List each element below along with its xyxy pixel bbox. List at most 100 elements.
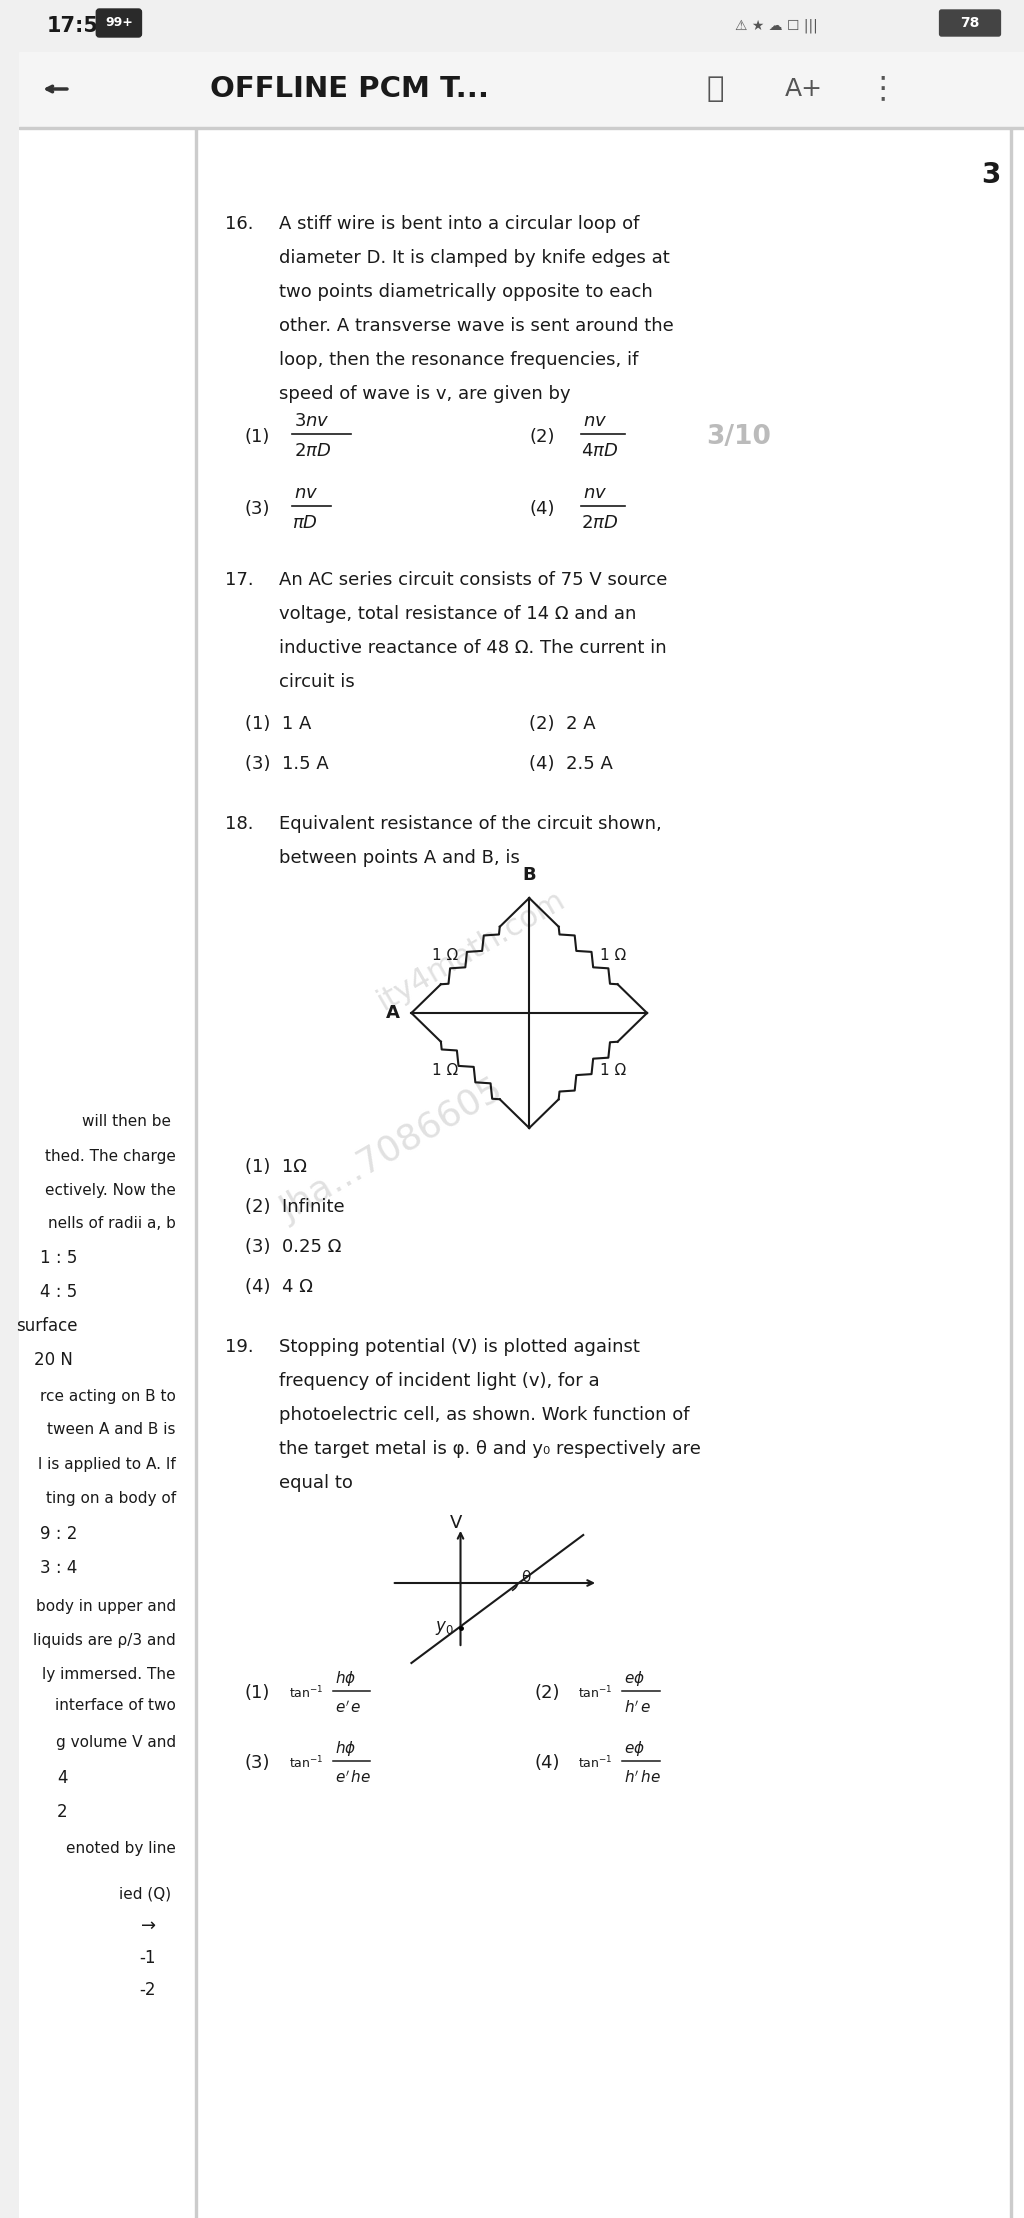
Text: (1)  1Ω: (1) 1Ω <box>245 1158 306 1176</box>
Text: ⌕: ⌕ <box>707 75 725 102</box>
Text: diameter D. It is clamped by knife edges at: diameter D. It is clamped by knife edges… <box>279 248 670 266</box>
Text: $nv$: $nv$ <box>294 484 317 501</box>
Text: the target metal is φ. θ and y₀ respectively are: the target metal is φ. θ and y₀ respecti… <box>279 1439 700 1457</box>
Text: 3/10: 3/10 <box>706 424 771 450</box>
Text: speed of wave is v, are given by: speed of wave is v, are given by <box>279 386 570 404</box>
Text: interface of two: interface of two <box>55 1699 176 1715</box>
Text: ⋮: ⋮ <box>867 75 898 104</box>
Text: 16.: 16. <box>225 215 253 233</box>
Text: ting on a body of: ting on a body of <box>46 1490 176 1506</box>
Text: 3 : 4: 3 : 4 <box>40 1559 78 1577</box>
FancyBboxPatch shape <box>940 11 1000 35</box>
Text: frequency of incident light (v), for a: frequency of incident light (v), for a <box>279 1373 599 1391</box>
Text: (3)  1.5 A: (3) 1.5 A <box>245 754 329 774</box>
Text: equal to: equal to <box>279 1475 353 1493</box>
Text: (1): (1) <box>245 428 270 446</box>
Bar <box>196 129 198 2218</box>
Text: $e\phi$: $e\phi$ <box>625 1739 645 1757</box>
Text: surface: surface <box>16 1317 78 1335</box>
Text: (4)  4 Ω: (4) 4 Ω <box>245 1278 312 1295</box>
Text: nells of radii a, b: nells of radii a, b <box>48 1215 176 1231</box>
Text: Equivalent resistance of the circuit shown,: Equivalent resistance of the circuit sho… <box>279 814 662 834</box>
Text: (4): (4) <box>535 1754 560 1772</box>
Text: (3): (3) <box>245 499 270 519</box>
Text: $h\phi$: $h\phi$ <box>335 1739 356 1757</box>
Text: $\tan^{-1}$: $\tan^{-1}$ <box>579 1754 613 1772</box>
Text: 17.: 17. <box>225 570 254 590</box>
Text: V: V <box>450 1515 462 1533</box>
Text: circuit is: circuit is <box>279 672 354 692</box>
Text: (2): (2) <box>529 428 555 446</box>
Text: loop, then the resonance frequencies, if: loop, then the resonance frequencies, if <box>279 350 638 368</box>
Text: body in upper and: body in upper and <box>36 1599 176 1612</box>
Text: $\pi D$: $\pi D$ <box>292 515 317 532</box>
Text: 1 Ω: 1 Ω <box>432 947 459 963</box>
Text: $\tan^{-1}$: $\tan^{-1}$ <box>579 1686 613 1701</box>
Text: $h\phi$: $h\phi$ <box>335 1668 356 1688</box>
Text: 18.: 18. <box>225 814 253 834</box>
Text: will then be: will then be <box>82 1113 171 1129</box>
Text: (2)  2 A: (2) 2 A <box>529 714 596 732</box>
Text: (2)  Infinite: (2) Infinite <box>245 1198 344 1215</box>
Text: $\tan^{-1}$: $\tan^{-1}$ <box>289 1754 324 1772</box>
Text: 1 Ω: 1 Ω <box>600 1062 626 1078</box>
Text: 17:56: 17:56 <box>46 16 113 35</box>
Text: two points diametrically opposite to each: two points diametrically opposite to eac… <box>279 284 652 302</box>
Text: (1): (1) <box>245 1683 270 1701</box>
Text: ied (Q): ied (Q) <box>119 1888 171 1901</box>
Text: $nv$: $nv$ <box>584 484 607 501</box>
Bar <box>1011 129 1012 2218</box>
Text: $e'\,he$: $e'\,he$ <box>335 1770 372 1785</box>
Text: OFFLINE PCM T...: OFFLINE PCM T... <box>210 75 489 102</box>
Text: 1 Ω: 1 Ω <box>432 1062 459 1078</box>
Text: A: A <box>386 1005 399 1022</box>
Text: -1: -1 <box>139 1950 157 1967</box>
Text: ⚠ ★ ☁ ☐ |||: ⚠ ★ ☁ ☐ ||| <box>735 18 818 33</box>
Text: (3): (3) <box>245 1754 270 1772</box>
Text: An AC series circuit consists of 75 V source: An AC series circuit consists of 75 V so… <box>279 570 668 590</box>
Text: Jha...7086605: Jha...7086605 <box>274 1074 509 1227</box>
Text: (3)  0.25 Ω: (3) 0.25 Ω <box>245 1238 341 1255</box>
Text: ectively. Now the: ectively. Now the <box>45 1182 176 1198</box>
Text: 4: 4 <box>57 1770 68 1788</box>
Text: $\tan^{-1}$: $\tan^{-1}$ <box>289 1686 324 1701</box>
Text: 9 : 2: 9 : 2 <box>40 1526 78 1544</box>
Text: $h'\,e$: $h'\,e$ <box>625 1699 652 1717</box>
Text: (4): (4) <box>529 499 555 519</box>
Text: $3nv$: $3nv$ <box>294 413 330 430</box>
Text: (1)  1 A: (1) 1 A <box>245 714 311 732</box>
Text: $h'\,he$: $h'\,he$ <box>625 1770 662 1785</box>
Text: Stopping potential (V) is plotted against: Stopping potential (V) is plotted agains… <box>279 1337 640 1355</box>
Text: thed. The charge: thed. The charge <box>45 1149 176 1164</box>
Text: (4)  2.5 A: (4) 2.5 A <box>529 754 613 774</box>
Text: -2: -2 <box>139 1981 157 1998</box>
Text: $e'\,e$: $e'\,e$ <box>335 1699 361 1717</box>
Text: $y_0$: $y_0$ <box>435 1619 454 1637</box>
Text: $4\pi D$: $4\pi D$ <box>582 441 618 459</box>
Text: 1 Ω: 1 Ω <box>600 947 626 963</box>
Text: 99+: 99+ <box>104 16 133 29</box>
Text: other. A transverse wave is sent around the: other. A transverse wave is sent around … <box>279 317 674 335</box>
Text: $2\pi D$: $2\pi D$ <box>294 441 331 459</box>
Text: l is applied to A. If: l is applied to A. If <box>38 1457 176 1471</box>
Text: $nv$: $nv$ <box>584 413 607 430</box>
Text: 20 N: 20 N <box>34 1351 73 1369</box>
Text: 2: 2 <box>57 1803 68 1821</box>
Text: 4 : 5: 4 : 5 <box>40 1282 78 1302</box>
Text: 3: 3 <box>981 162 1000 189</box>
Text: 19.: 19. <box>225 1337 254 1355</box>
Text: B: B <box>522 865 536 885</box>
Text: liquids are ρ/3 and: liquids are ρ/3 and <box>33 1632 176 1648</box>
Text: θ: θ <box>521 1570 530 1586</box>
Text: 1 : 5: 1 : 5 <box>40 1249 78 1266</box>
Text: inductive reactance of 48 Ω. The current in: inductive reactance of 48 Ω. The current… <box>279 639 667 657</box>
FancyBboxPatch shape <box>96 9 141 38</box>
Text: $2\pi D$: $2\pi D$ <box>582 515 618 532</box>
Text: between points A and B, is: between points A and B, is <box>279 849 520 867</box>
Text: g volume V and: g volume V and <box>55 1734 176 1750</box>
Text: A+: A+ <box>785 78 823 102</box>
Text: ly immersed. The: ly immersed. The <box>42 1666 176 1681</box>
Text: enoted by line: enoted by line <box>66 1841 176 1856</box>
Text: tween A and B is: tween A and B is <box>47 1422 176 1437</box>
Text: photoelectric cell, as shown. Work function of: photoelectric cell, as shown. Work funct… <box>279 1406 689 1424</box>
